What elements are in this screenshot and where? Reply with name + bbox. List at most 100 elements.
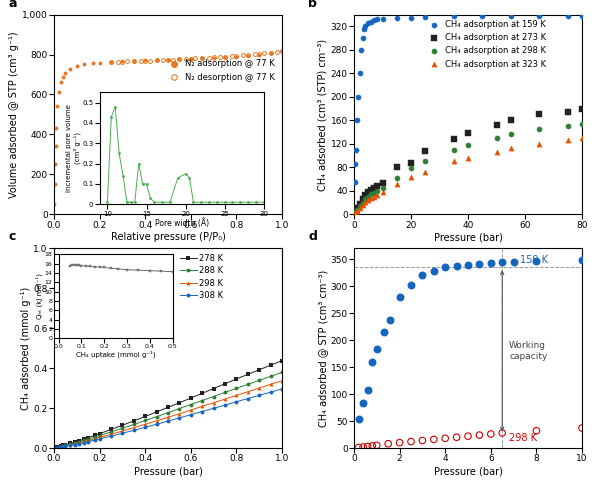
CH₄ adsorption at 159 K — [406, 14, 416, 21]
CH₄ adsorption at 273 K — [563, 108, 572, 115]
Point — [486, 260, 496, 267]
278 K — [96, 431, 103, 436]
278 K — [233, 376, 240, 382]
CH₄ adsorption at 159 K — [352, 146, 361, 153]
Point — [383, 440, 393, 448]
Point — [358, 399, 368, 407]
Text: 298 K: 298 K — [509, 433, 537, 443]
288 K — [210, 393, 217, 399]
298 K — [71, 441, 78, 447]
288 K — [267, 374, 274, 379]
CH₄ adsorption at 323 K — [463, 154, 473, 162]
CH₄ adsorption at 159 K — [364, 19, 373, 27]
X-axis label: Pressure (bar): Pressure (bar) — [134, 466, 202, 476]
Point — [429, 435, 439, 443]
308 K — [267, 389, 274, 395]
288 K — [107, 429, 115, 435]
CH₄ adsorption at 159 K — [421, 13, 430, 21]
CH₄ adsorption at 298 K — [492, 134, 502, 142]
Point — [379, 328, 388, 336]
CH₄ adsorption at 298 K — [406, 165, 416, 172]
CH₄ adsorption at 273 K — [463, 130, 473, 137]
288 K — [130, 422, 137, 428]
288 K — [76, 439, 83, 445]
CH₄ adsorption at 159 K — [355, 70, 365, 77]
308 K — [62, 443, 69, 449]
298 K — [221, 396, 229, 402]
288 K — [153, 414, 160, 420]
CH₄ adsorption at 323 K — [369, 193, 379, 201]
Y-axis label: CH₄ adsorbed (mmol g⁻¹): CH₄ adsorbed (mmol g⁻¹) — [20, 286, 31, 410]
CH₄ adsorption at 323 K — [350, 208, 360, 216]
288 K — [62, 443, 69, 449]
278 K — [55, 444, 62, 450]
298 K — [119, 428, 126, 434]
Text: b: b — [308, 0, 317, 10]
CH₄ adsorption at 273 K — [372, 182, 382, 190]
308 K — [119, 431, 126, 436]
278 K — [153, 409, 160, 415]
CH₄ adsorption at 298 K — [392, 174, 401, 182]
CH₄ adsorption at 298 K — [535, 125, 544, 133]
308 K — [67, 443, 74, 449]
298 K — [85, 438, 92, 444]
288 K — [119, 425, 126, 431]
CH₄ adsorption at 159 K — [353, 93, 363, 101]
308 K — [76, 441, 83, 447]
308 K — [107, 433, 115, 439]
CH₄ adsorption at 159 K — [352, 116, 362, 124]
CH₄ adsorption at 159 K — [478, 13, 487, 20]
CH₄ adsorption at 323 K — [577, 134, 587, 142]
298 K — [91, 436, 98, 442]
CH₄ adsorption at 298 K — [563, 122, 572, 130]
CH₄ adsorption at 323 K — [352, 207, 362, 215]
CH₄ adsorption at 273 K — [352, 205, 362, 212]
Point — [418, 271, 427, 279]
288 K — [53, 445, 60, 450]
278 K — [67, 441, 74, 447]
CH₄ adsorption at 323 K — [392, 180, 401, 187]
CH₄ adsorption at 273 K — [506, 116, 515, 124]
CH₄ adsorption at 323 K — [372, 191, 382, 199]
Legend: N₂ adsorption @ 77 K, N₂ desorption @ 77 K: N₂ adsorption @ 77 K, N₂ desorption @ 77… — [162, 56, 278, 85]
Text: Working
capacity: Working capacity — [509, 341, 547, 360]
CH₄ adsorption at 298 K — [378, 185, 388, 192]
278 K — [187, 395, 194, 401]
Line: 308 K: 308 K — [55, 387, 284, 450]
CH₄ adsorption at 273 K — [358, 195, 367, 203]
CH₄ adsorption at 273 K — [392, 164, 401, 171]
Point — [463, 261, 473, 268]
Point — [577, 256, 587, 264]
CH₄ adsorption at 298 K — [369, 188, 379, 196]
278 K — [57, 443, 64, 449]
288 K — [244, 381, 251, 387]
278 K — [278, 357, 286, 363]
Point — [418, 436, 427, 444]
298 K — [53, 445, 60, 450]
CH₄ adsorption at 323 K — [350, 210, 359, 218]
288 K — [176, 406, 183, 412]
CH₄ adsorption at 273 K — [449, 135, 458, 143]
CH₄ adsorption at 323 K — [364, 196, 373, 204]
CH₄ adsorption at 273 K — [364, 188, 373, 196]
308 K — [53, 445, 60, 451]
Point — [452, 262, 461, 270]
278 K — [59, 443, 67, 449]
Y-axis label: CH₄ adsorbed (cm³ (STP) cm⁻³): CH₄ adsorbed (cm³ (STP) cm⁻³) — [318, 38, 328, 190]
CH₄ adsorption at 273 K — [535, 111, 544, 118]
Point — [363, 443, 373, 450]
CH₄ adsorption at 298 K — [372, 187, 382, 195]
308 K — [210, 405, 217, 411]
CH₄ adsorption at 298 K — [361, 195, 370, 203]
Point — [363, 386, 373, 393]
Legend: CH₄ adsorption at 159 K, CH₄ adsorption at 273 K, CH₄ adsorption at 298 K, CH₄ a: CH₄ adsorption at 159 K, CH₄ adsorption … — [422, 17, 549, 72]
Point — [532, 427, 541, 435]
288 K — [85, 436, 92, 442]
CH₄ adsorption at 159 K — [535, 13, 544, 20]
Point — [475, 260, 484, 268]
278 K — [85, 435, 92, 441]
Point — [509, 258, 518, 266]
298 K — [59, 444, 67, 450]
Point — [429, 267, 439, 275]
308 K — [59, 444, 67, 450]
